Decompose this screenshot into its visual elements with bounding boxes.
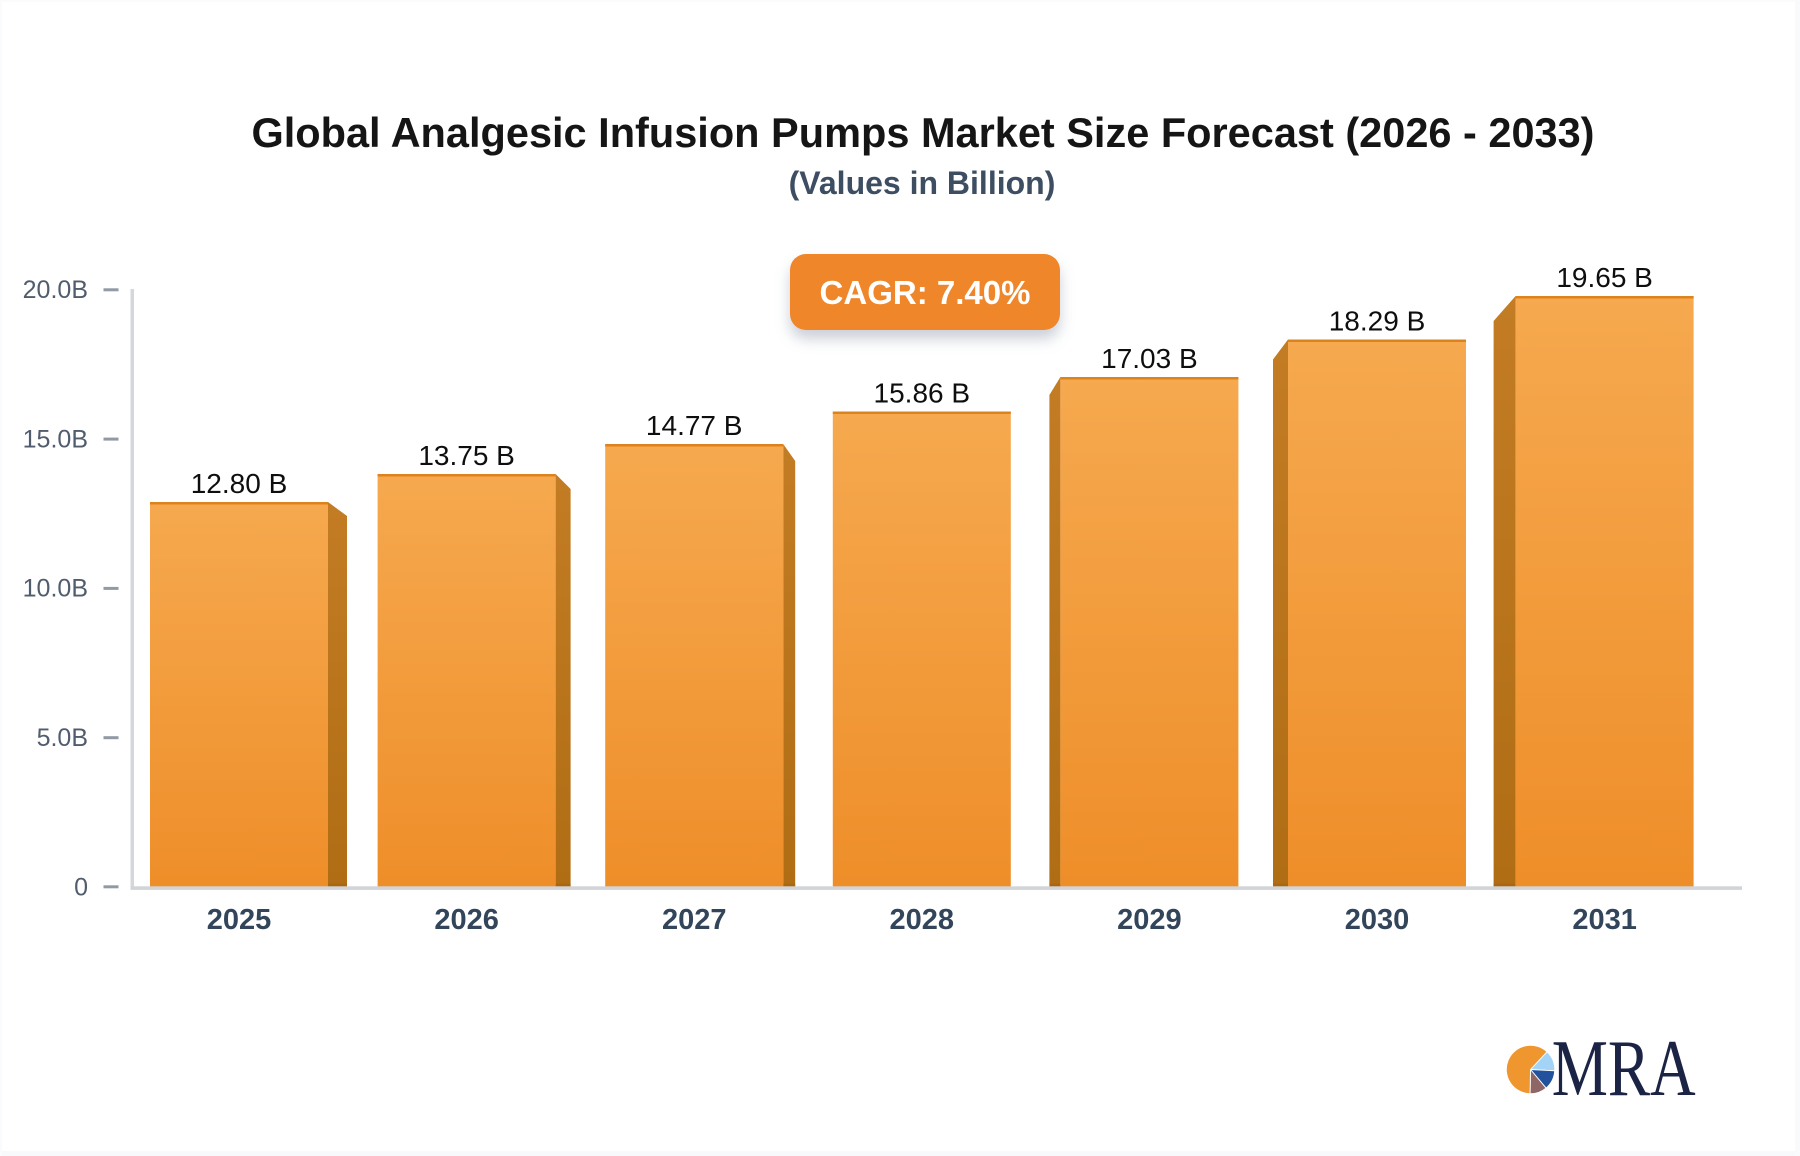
- svg-text:Global Analgesic Infusion Pump: Global Analgesic Infusion Pumps Market S…: [251, 109, 1594, 156]
- svg-text:13.75 B: 13.75 B: [418, 440, 515, 471]
- svg-text:20.0B: 20.0B: [23, 276, 88, 304]
- svg-text:2025: 2025: [207, 904, 272, 936]
- svg-text:2031: 2031: [1572, 904, 1637, 936]
- svg-text:2030: 2030: [1345, 904, 1410, 936]
- svg-text:14.77 B: 14.77 B: [646, 410, 743, 441]
- svg-text:(Values in Billion): (Values in Billion): [789, 165, 1056, 201]
- svg-text:12.80 B: 12.80 B: [191, 468, 288, 499]
- svg-text:2028: 2028: [890, 904, 955, 936]
- svg-text:CAGR: 7.40%: CAGR: 7.40%: [820, 274, 1031, 311]
- svg-text:2027: 2027: [662, 904, 727, 936]
- svg-text:15.0B: 15.0B: [23, 425, 88, 453]
- svg-text:17.03 B: 17.03 B: [1101, 343, 1198, 374]
- svg-text:0: 0: [74, 874, 88, 902]
- svg-text:MRA: MRA: [1552, 1024, 1696, 1113]
- svg-text:10.0B: 10.0B: [23, 575, 88, 603]
- svg-text:15.86 B: 15.86 B: [874, 378, 971, 409]
- svg-text:5.0B: 5.0B: [37, 724, 88, 752]
- svg-text:18.29 B: 18.29 B: [1329, 306, 1426, 337]
- svg-text:2026: 2026: [434, 904, 499, 936]
- svg-text:19.65 B: 19.65 B: [1556, 262, 1653, 293]
- svg-text:2029: 2029: [1117, 904, 1182, 936]
